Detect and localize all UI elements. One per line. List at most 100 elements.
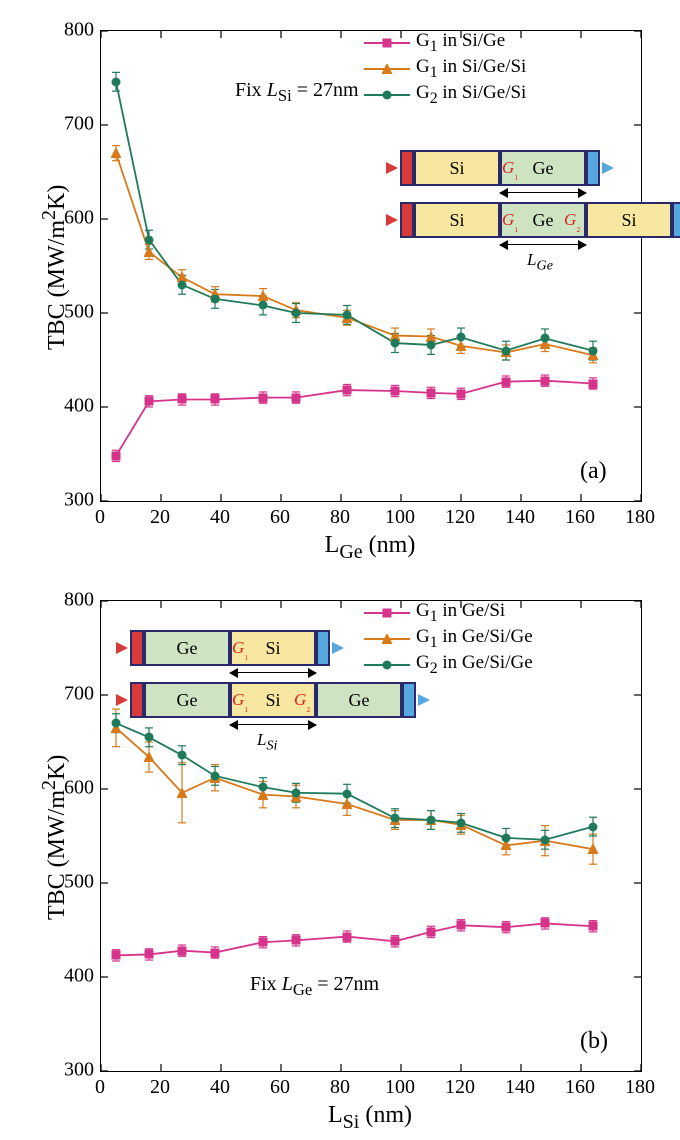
legend-label: G2 in Si/Ge/Si (416, 82, 526, 108)
panel-b: 0204060801001201401601803004005006007008… (0, 580, 680, 1140)
xtick-label: 160 (565, 1076, 595, 1099)
data-marker (540, 835, 550, 845)
data-marker (456, 818, 466, 828)
schematic-block (400, 202, 414, 238)
xtick-label: 120 (445, 506, 475, 529)
legend-item: G1 in Si/Ge (364, 30, 526, 56)
schematic-block: Ge (144, 682, 230, 718)
panel-letter: (a) (580, 458, 607, 485)
data-marker (342, 385, 352, 395)
schematic-block: Si (414, 150, 500, 186)
data-marker (342, 310, 352, 320)
xtick-label: 20 (150, 506, 170, 529)
schematic-block (672, 202, 680, 238)
panel-a: 0204060801001201401601803004005006007008… (0, 10, 680, 570)
schematic-block (402, 682, 416, 718)
schematic-block (586, 150, 600, 186)
schematic-block: Si (414, 202, 500, 238)
data-marker (501, 833, 511, 843)
xtick-label: 100 (385, 506, 415, 529)
ytick-label: 800 (58, 19, 94, 42)
legend-item: G1 in Ge/Si/Ge (364, 626, 533, 652)
legend: G1 in Ge/SiG1 in Ge/Si/GeG2 in Ge/Si/Ge (364, 600, 533, 678)
data-marker (390, 936, 400, 946)
xtick-label: 120 (445, 1076, 475, 1099)
data-marker (291, 393, 301, 403)
xtick-label: 180 (625, 506, 655, 529)
schematic-dim-label: LGe (527, 250, 553, 274)
schematic-block: Si (586, 202, 672, 238)
xtick-label: 40 (210, 506, 230, 529)
data-marker (390, 338, 400, 348)
data-marker (210, 948, 220, 958)
xtick-label: 160 (565, 506, 595, 529)
y-axis-label: TBC (MW/m2K) (38, 755, 71, 920)
data-marker (390, 386, 400, 396)
xtick-label: 140 (505, 506, 535, 529)
data-marker (258, 937, 268, 947)
xtick-label: 60 (270, 506, 290, 529)
schematic-block: Ge (316, 682, 402, 718)
schematic-block (316, 630, 330, 666)
data-marker (588, 346, 598, 356)
data-marker (588, 822, 598, 832)
data-marker (342, 789, 352, 799)
data-marker (456, 389, 466, 399)
legend-label: G1 in Si/Ge/Si (416, 56, 526, 82)
data-marker (540, 918, 550, 928)
data-marker (144, 732, 154, 742)
data-marker (588, 921, 598, 931)
legend: G1 in Si/GeG1 in Si/Ge/SiG2 in Si/Ge/Si (364, 30, 526, 108)
data-marker (210, 294, 220, 304)
data-marker (111, 950, 121, 960)
data-marker (177, 946, 187, 956)
ytick-label: 400 (58, 395, 94, 418)
x-axis-label: LGe (nm) (100, 532, 640, 564)
xtick-label: 100 (385, 1076, 415, 1099)
ytick-label: 700 (58, 683, 94, 706)
xtick-label: 60 (270, 1076, 290, 1099)
data-marker (144, 396, 154, 406)
xtick-label: 80 (330, 506, 350, 529)
data-marker (258, 300, 268, 310)
legend-item: G1 in Si/Ge/Si (364, 56, 526, 82)
schematic-block (130, 630, 144, 666)
data-marker (111, 148, 121, 158)
data-marker (144, 247, 154, 257)
data-marker (390, 813, 400, 823)
xtick-label: 140 (505, 1076, 535, 1099)
data-marker (291, 308, 301, 318)
data-marker (540, 333, 550, 343)
data-marker (501, 922, 511, 932)
data-marker (456, 920, 466, 930)
data-marker (111, 451, 121, 461)
data-marker (426, 388, 436, 398)
xtick-label: 180 (625, 1076, 655, 1099)
data-marker (426, 927, 436, 937)
ytick-label: 400 (58, 965, 94, 988)
legend-label: G2 in Ge/Si/Ge (416, 652, 533, 678)
legend-label: G1 in Si/Ge (416, 30, 505, 56)
xtick-label: 0 (95, 1076, 105, 1099)
data-marker (456, 332, 466, 342)
y-axis-label: TBC (MW/m2K) (38, 185, 71, 350)
data-marker (177, 394, 187, 404)
fix-annotation: Fix LSi = 27nm (235, 79, 359, 106)
ytick-label: 300 (58, 1059, 94, 1082)
ytick-label: 300 (58, 489, 94, 512)
schematic-block (130, 682, 144, 718)
data-marker (177, 788, 187, 798)
data-marker (540, 376, 550, 386)
xtick-label: 20 (150, 1076, 170, 1099)
figure: 0204060801001201401601803004005006007008… (0, 0, 680, 1134)
data-marker (177, 280, 187, 290)
x-axis-label: LSi (nm) (100, 1102, 640, 1134)
data-marker (588, 379, 598, 389)
xtick-label: 0 (95, 506, 105, 529)
legend-label: G1 in Ge/Si (416, 600, 505, 626)
schematic-block: Ge (144, 630, 230, 666)
data-marker (501, 377, 511, 387)
data-marker (210, 394, 220, 404)
data-marker (258, 393, 268, 403)
data-marker (111, 718, 121, 728)
